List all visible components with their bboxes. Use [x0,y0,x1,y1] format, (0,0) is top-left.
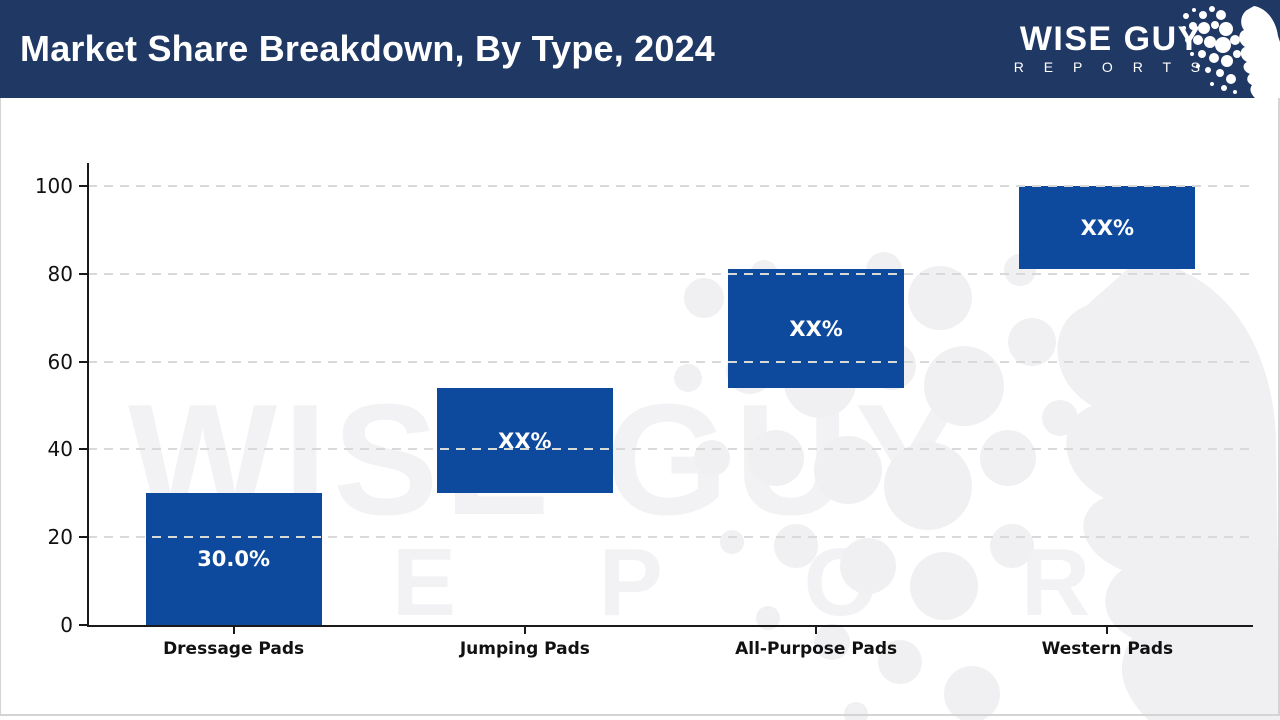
y-tick-60 [79,360,88,363]
y-tick-80 [79,272,88,275]
logo-wordmark: WISE GUY [1019,20,1202,58]
x-tick-1 [523,625,526,634]
gridline-y80 [88,272,1253,275]
wiseguy-logo: WISE GUY R E P O R T S [980,0,1280,98]
y-tick-100 [79,185,88,187]
y-tick-label-0: 0 [60,613,73,637]
y-tick-40 [79,448,88,451]
gridline-y60 [88,360,1253,363]
chart-canvas: WISE GUY R E P O R T S 02040608010030.0%… [0,98,1280,720]
y-tick-label-20: 20 [47,525,73,550]
frame-border-left [0,98,1,716]
y-tick-20 [79,536,88,539]
logo-subtitle: R E P O R T S [1013,59,1208,75]
y-tick-label-60: 60 [47,349,73,374]
gridline-y40 [88,448,1253,451]
gridline-y100 [88,185,1253,187]
x-tick-3 [1106,625,1109,634]
gridline-y20 [88,536,1253,539]
bar-value-label: XX% [498,428,552,453]
bar-value-label: 30.0% [197,547,271,572]
x-category-label: Western Pads [1041,639,1174,659]
bar-value-label: XX% [1080,215,1135,240]
y-tick-label-100: 100 [34,174,73,198]
bar-jumping-pads [436,387,613,494]
y-tick-label-80: 80 [47,261,73,286]
bar-dressage-pads [145,493,322,625]
frame-border-right [1278,98,1280,716]
bar-all-purpose-pads [728,269,905,388]
page-title: Market Share Breakdown, By Type, 2024 [20,28,716,69]
bar-value-label: XX% [789,316,843,341]
bar-western-pads [1019,186,1196,270]
header-bar: Market Share Breakdown, By Type, 2024 WI… [0,0,1280,98]
x-tick-0 [232,625,235,634]
x-category-label: Jumping Pads [459,639,590,659]
frame-border-bottom [0,714,1280,716]
x-category-label: All-Purpose Pads [735,639,898,659]
x-axis-line [87,625,1253,627]
wiseguy-head-icon [1182,6,1280,98]
y-tick-label-40: 40 [47,437,73,462]
x-tick-2 [815,625,818,634]
wiseguy-logo-text: WISE GUY R E P O R T S [1014,22,1208,75]
y-axis-line [87,163,89,627]
y-tick-0 [79,624,88,626]
x-category-label: Dressage Pads [163,639,305,659]
